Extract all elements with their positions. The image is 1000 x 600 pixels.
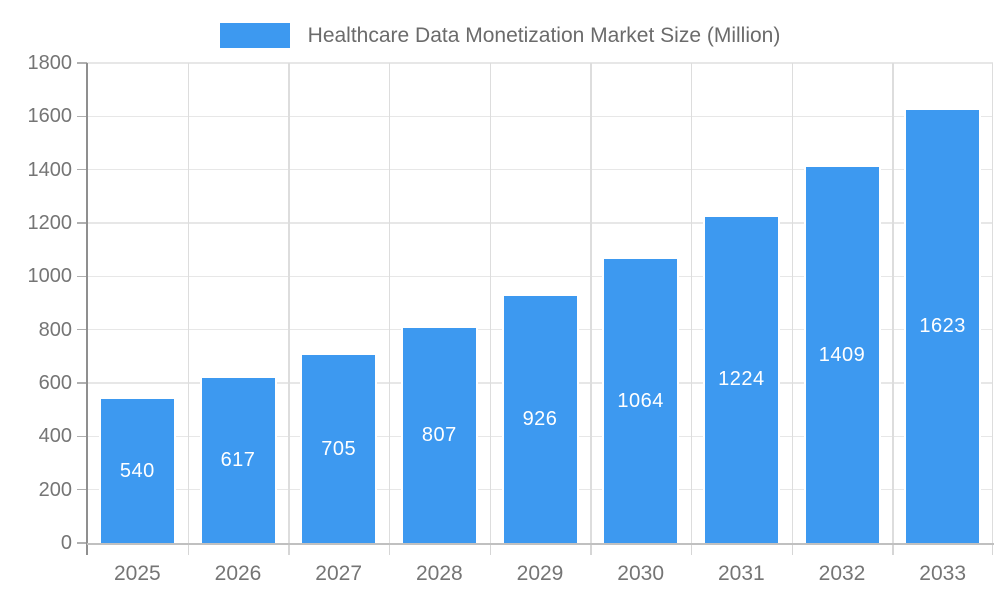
x-tick — [991, 543, 993, 555]
y-tick — [77, 115, 87, 118]
y-tick-label: 200 — [38, 478, 72, 501]
y-tick — [77, 328, 87, 331]
bar-value-label: 1064 — [617, 389, 664, 412]
v-gridline — [892, 63, 894, 543]
y-tick-label: 800 — [38, 318, 72, 341]
x-tick-label: 2033 — [919, 562, 967, 585]
x-tick-label: 2031 — [717, 562, 765, 585]
v-gridline — [991, 63, 993, 543]
y-tick-label: 1000 — [27, 265, 73, 288]
x-tick-label: 2025 — [113, 562, 161, 585]
y-tick — [77, 62, 87, 64]
v-gridline — [187, 63, 190, 543]
bar: 540 — [100, 399, 174, 543]
h-gridline — [87, 168, 993, 171]
bar-value-label: 540 — [119, 459, 155, 482]
y-tick-label: 1200 — [27, 212, 73, 234]
bar-value-label: 1623 — [919, 315, 966, 338]
bar: 705 — [302, 355, 376, 543]
y-tick — [77, 168, 87, 171]
legend-label: Healthcare Data Monetization Market Size… — [307, 23, 781, 47]
x-tick — [691, 543, 693, 555]
bar-value-label: 807 — [421, 423, 457, 446]
bar-value-label: 1224 — [718, 368, 765, 391]
bar: 1224 — [704, 216, 778, 543]
x-tick-label: 2029 — [516, 562, 564, 585]
bar-value-label: 926 — [522, 408, 558, 431]
x-tick-label: 2032 — [818, 562, 866, 585]
y-tick-label: 1800 — [27, 52, 73, 74]
h-gridline — [87, 275, 993, 278]
x-tick — [187, 543, 190, 555]
y-tick — [77, 222, 87, 224]
y-tick — [77, 542, 87, 544]
bar-value-label: 617 — [220, 449, 256, 472]
y-axis-line — [86, 63, 88, 555]
bar: 1064 — [604, 259, 678, 543]
x-tick-label: 2027 — [315, 562, 363, 585]
x-tick — [389, 543, 391, 555]
bar: 1623 — [906, 110, 980, 543]
bar: 617 — [201, 378, 275, 543]
bar: 807 — [402, 327, 476, 543]
h-gridline — [87, 62, 993, 64]
y-tick-label: 400 — [38, 425, 72, 448]
h-gridline — [87, 222, 993, 224]
x-tick — [489, 543, 492, 555]
plot-area: 540 617 705 807 926 1064 1224 1409 1623 — [87, 62, 993, 543]
x-tick-label: 2030 — [617, 562, 665, 585]
v-gridline — [288, 63, 290, 543]
x-axis-line — [87, 543, 994, 545]
y-tick-label: 0 — [60, 532, 72, 554]
y-tick-label: 1400 — [27, 158, 73, 181]
x-tick — [892, 543, 894, 555]
v-gridline — [791, 63, 794, 543]
x-tick — [288, 543, 290, 555]
y-tick-label: 600 — [38, 372, 72, 394]
legend: Healthcare Data Monetization Market Size… — [0, 20, 1000, 50]
legend-swatch — [219, 22, 290, 48]
bar-value-label: 705 — [321, 437, 357, 460]
x-tick — [791, 543, 794, 555]
y-tick — [77, 275, 87, 278]
v-gridline — [590, 63, 592, 543]
h-gridline — [87, 115, 993, 118]
v-gridline — [489, 63, 492, 543]
bar: 1409 — [805, 167, 879, 543]
v-gridline — [389, 63, 391, 543]
y-tick — [77, 435, 87, 438]
bar-value-label: 1409 — [818, 343, 866, 366]
y-tick — [77, 488, 87, 491]
x-tick — [590, 543, 592, 555]
x-tick-label: 2028 — [415, 562, 463, 585]
y-tick — [77, 382, 87, 384]
bar: 926 — [503, 296, 577, 543]
y-tick-label: 1600 — [27, 105, 73, 128]
v-gridline — [691, 63, 693, 543]
x-tick-label: 2026 — [214, 562, 262, 585]
